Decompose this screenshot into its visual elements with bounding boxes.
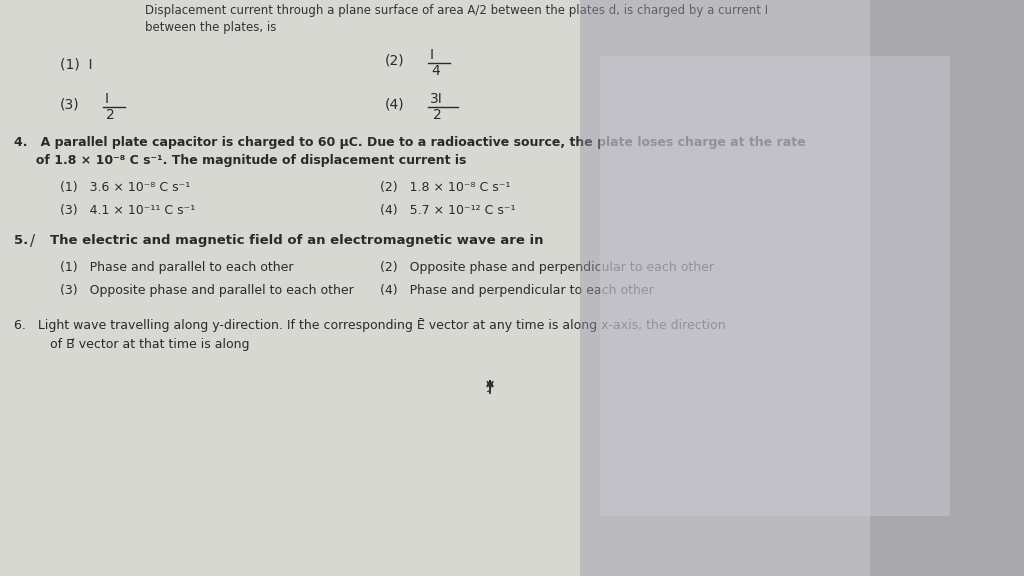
Text: 4: 4: [431, 64, 439, 78]
Text: 3I: 3I: [430, 92, 442, 106]
Text: I: I: [430, 48, 434, 62]
Text: (3)   4.1 × 10⁻¹¹ C s⁻¹: (3) 4.1 × 10⁻¹¹ C s⁻¹: [60, 204, 196, 217]
Text: Displacement current through a plane surface of area A/2 between the plates d, i: Displacement current through a plane sur…: [145, 4, 768, 17]
Text: (1)   Phase and parallel to each other: (1) Phase and parallel to each other: [60, 261, 294, 274]
Text: (4)   Phase and perpendicular to each other: (4) Phase and perpendicular to each othe…: [380, 284, 653, 297]
FancyBboxPatch shape: [580, 0, 1024, 576]
Text: I: I: [105, 92, 109, 106]
Text: of B⃗ vector at that time is along: of B⃗ vector at that time is along: [50, 338, 250, 351]
Text: (2)   Opposite phase and perpendicular to each other: (2) Opposite phase and perpendicular to …: [380, 261, 714, 274]
Text: 4.   A parallel plate capacitor is charged to 60 μC. Due to a radioactive source: 4. A parallel plate capacitor is charged…: [14, 136, 806, 149]
Text: (3)   Opposite phase and parallel to each other: (3) Opposite phase and parallel to each …: [60, 284, 353, 297]
Text: of 1.8 × 10⁻⁸ C s⁻¹. The magnitude of displacement current is: of 1.8 × 10⁻⁸ C s⁻¹. The magnitude of di…: [14, 154, 466, 167]
Text: 2: 2: [433, 108, 441, 122]
Text: (2): (2): [385, 53, 404, 67]
Text: y: y: [485, 378, 495, 392]
FancyBboxPatch shape: [0, 0, 870, 576]
Text: The electric and magnetic field of an electromagnetic wave are in: The electric and magnetic field of an el…: [50, 234, 544, 247]
Text: /: /: [30, 234, 35, 249]
Text: 5.: 5.: [14, 234, 29, 247]
Text: between the plates, is: between the plates, is: [145, 21, 276, 34]
FancyBboxPatch shape: [600, 56, 950, 516]
Text: 6.   Light wave travelling along y-direction. If the corresponding Ē⃗ vector at : 6. Light wave travelling along y-directi…: [14, 318, 726, 332]
Text: (2)   1.8 × 10⁻⁸ C s⁻¹: (2) 1.8 × 10⁻⁸ C s⁻¹: [380, 181, 510, 194]
Text: (3): (3): [60, 97, 80, 111]
Text: 2: 2: [106, 108, 115, 122]
Text: (4)   5.7 × 10⁻¹² C s⁻¹: (4) 5.7 × 10⁻¹² C s⁻¹: [380, 204, 515, 217]
Text: (4): (4): [385, 97, 404, 111]
Text: (1)   3.6 × 10⁻⁸ C s⁻¹: (1) 3.6 × 10⁻⁸ C s⁻¹: [60, 181, 190, 194]
Text: (1)  I: (1) I: [60, 57, 92, 71]
